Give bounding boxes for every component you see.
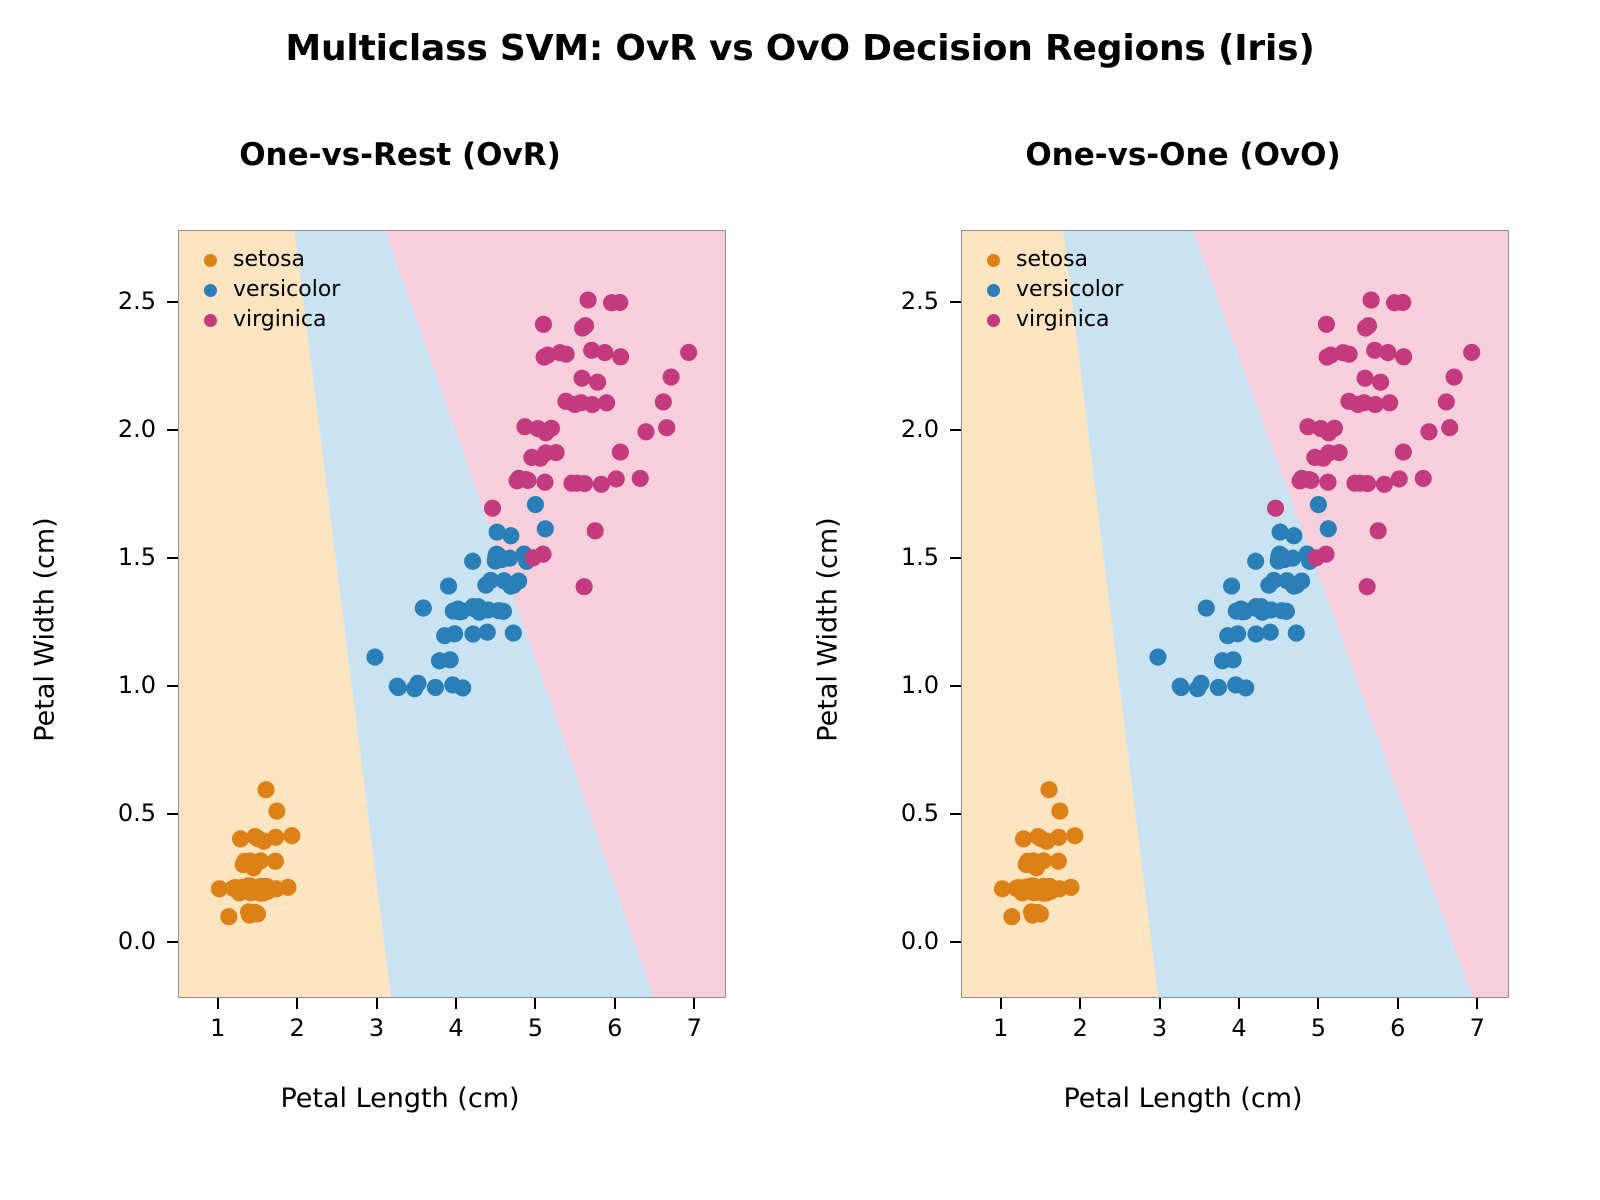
xtick-mark (999, 998, 1002, 1009)
ytick-label: 1.5 (900, 542, 939, 571)
xtick-label: 7 (686, 1014, 702, 1042)
xtick-mark (1476, 998, 1479, 1009)
decision-regions-ovr (179, 231, 725, 997)
legend-ovr: setosa versicolor virginica (191, 245, 340, 335)
ytick-label: 0.0 (117, 926, 156, 955)
xtick-mark (1237, 998, 1240, 1009)
xtick-label: 2 (289, 1014, 305, 1042)
ytick-mark (167, 300, 178, 303)
legend-ovo: setosa versicolor virginica (974, 245, 1123, 335)
legend-item-virginica[interactable]: virginica (191, 305, 340, 335)
ytick-mark (950, 812, 961, 815)
xtick-label: 3 (368, 1014, 385, 1042)
ytick-mark (167, 940, 178, 943)
legend-marker-icon-setosa (204, 253, 217, 267)
legend-label-versicolor: versicolor (1016, 277, 1124, 302)
ytick-label: 0.0 (900, 926, 939, 955)
xtick-mark (216, 998, 219, 1009)
legend-label-versicolor: versicolor (233, 277, 341, 302)
ytick-mark (167, 812, 178, 815)
ytick-mark (167, 428, 178, 431)
xtick-label: 6 (1390, 1014, 1406, 1042)
xtick-label: 4 (1231, 1014, 1247, 1042)
ytick-label: 0.5 (900, 798, 939, 827)
legend-marker-icon-virginica (204, 313, 217, 327)
ytick-mark (167, 684, 178, 687)
xtick-label: 2 (1072, 1014, 1088, 1042)
xtick-mark (1317, 998, 1320, 1009)
legend-item-setosa[interactable]: setosa (974, 245, 1123, 275)
legend-item-virginica[interactable]: virginica (974, 305, 1123, 335)
panel-ovo: One-vs-One (OvO) Petal Width (cm) Petal … (783, 0, 1583, 1200)
legend-marker-icon-setosa (987, 253, 1000, 267)
ytick-mark (950, 940, 961, 943)
ytick-label: 1.5 (117, 542, 156, 571)
legend-marker-icon-versicolor (987, 283, 1000, 297)
legend-label-virginica: virginica (233, 307, 327, 332)
ytick-label: 1.0 (900, 670, 939, 699)
legend-label-virginica: virginica (1016, 307, 1110, 332)
legend-marker-icon-versicolor (204, 283, 217, 297)
xtick-label: 7 (1469, 1014, 1485, 1042)
legend-label-setosa: setosa (1016, 247, 1089, 272)
ytick-mark (950, 428, 961, 431)
xtick-mark (1396, 998, 1399, 1009)
ytick-label: 2.5 (117, 286, 156, 315)
ytick-label: 0.5 (117, 798, 156, 827)
panel-ovo-xlabel: Petal Length (cm) (1063, 1083, 1303, 1114)
figure-suptitle: Multiclass SVM: OvR vs OvO Decision Regi… (285, 28, 1315, 69)
ytick-label: 2.5 (900, 286, 939, 315)
xtick-label: 4 (448, 1014, 464, 1042)
panel-ovo-title: One-vs-One (OvO) (1025, 137, 1341, 173)
panel-ovr-title: One-vs-Rest (OvR) (239, 137, 561, 173)
xtick-mark (454, 998, 457, 1009)
decision-regions-ovo (962, 231, 1508, 997)
xtick-mark (534, 998, 537, 1009)
panel-ovr-plot-area[interactable]: setosa versicolor virginica (178, 230, 726, 998)
ytick-mark (950, 556, 961, 559)
xtick-mark (375, 998, 378, 1009)
xtick-mark (296, 998, 299, 1009)
xtick-label: 3 (1151, 1014, 1168, 1042)
legend-item-versicolor[interactable]: versicolor (974, 275, 1123, 305)
ytick-mark (950, 684, 961, 687)
xtick-mark (1079, 998, 1082, 1009)
xtick-mark (693, 998, 696, 1009)
xtick-label: 1 (993, 1014, 1009, 1042)
ytick-mark (950, 300, 961, 303)
xtick-label: 6 (607, 1014, 623, 1042)
xtick-label: 5 (527, 1014, 544, 1042)
legend-marker-icon-virginica (987, 313, 1000, 327)
ytick-mark (167, 556, 178, 559)
xtick-label: 1 (210, 1014, 226, 1042)
panel-ovo-plot-area[interactable]: setosa versicolor virginica (961, 230, 1509, 998)
ytick-label: 1.0 (117, 670, 156, 699)
panel-ovr: One-vs-Rest (OvR) Petal Width (cm) Petal… (30, 137, 726, 1114)
ytick-label: 2.0 (117, 414, 156, 443)
legend-label-setosa: setosa (233, 247, 306, 272)
ytick-label: 2.0 (900, 414, 939, 443)
xtick-label: 5 (1310, 1014, 1327, 1042)
xtick-mark (1158, 998, 1161, 1009)
xtick-mark (613, 998, 616, 1009)
legend-item-setosa[interactable]: setosa (191, 245, 340, 275)
legend-item-versicolor[interactable]: versicolor (191, 275, 340, 305)
panel-ovr-xlabel: Petal Length (cm) (280, 1083, 520, 1114)
